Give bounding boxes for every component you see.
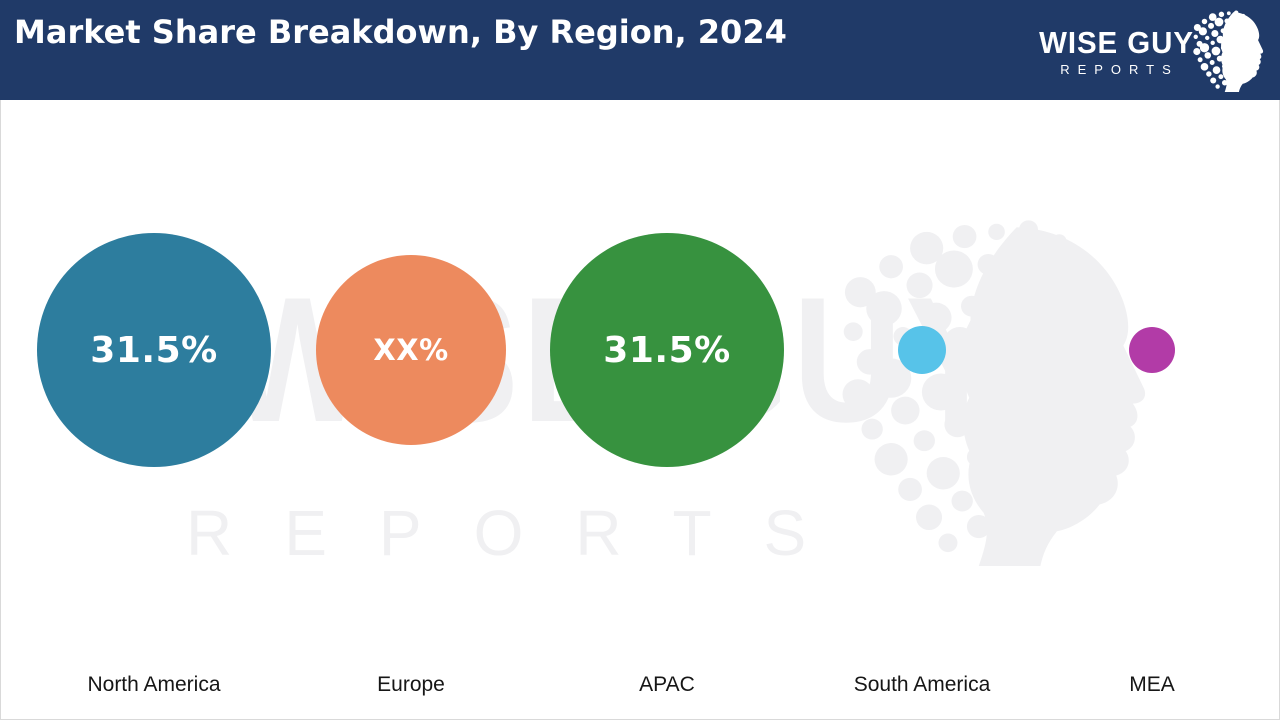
- header-bar: Market Share Breakdown, By Region, 2024 …: [0, 0, 1280, 100]
- bubble-europe: XX%: [316, 255, 506, 445]
- wise-guy-reports-logo: WISE GUY REPORTS: [1035, 8, 1264, 94]
- chart-canvas: WISE GUY REPORTS 31.5% XX% 31.5% North A…: [0, 100, 1280, 720]
- label-mea: MEA: [1129, 673, 1175, 696]
- label-north-america: North America: [87, 673, 221, 696]
- bubble-mea: [1129, 327, 1175, 373]
- logo-subtitle: REPORTS: [1060, 61, 1179, 77]
- logo-text: WISE GUY REPORTS: [1035, 24, 1198, 77]
- bubble-value-apac: 31.5%: [603, 329, 731, 371]
- bubble-south-america: [898, 326, 946, 374]
- bubble-north-america: 31.5%: [37, 233, 271, 467]
- bubble-value-europe: XX%: [373, 333, 449, 367]
- bubble-apac: 31.5%: [550, 233, 784, 467]
- page-title: Market Share Breakdown, By Region, 2024: [14, 13, 787, 51]
- label-south-america: South America: [853, 673, 991, 696]
- label-apac: APAC: [639, 673, 695, 696]
- label-europe: Europe: [377, 673, 445, 696]
- logo-wordmark: WISE GUY: [1039, 24, 1194, 60]
- bubble-value-north-america: 31.5%: [90, 329, 218, 371]
- watermark-subtitle: REPORTS: [186, 497, 859, 569]
- wise-guy-head-icon: [1192, 10, 1264, 92]
- watermark-head-icon: [839, 218, 1147, 566]
